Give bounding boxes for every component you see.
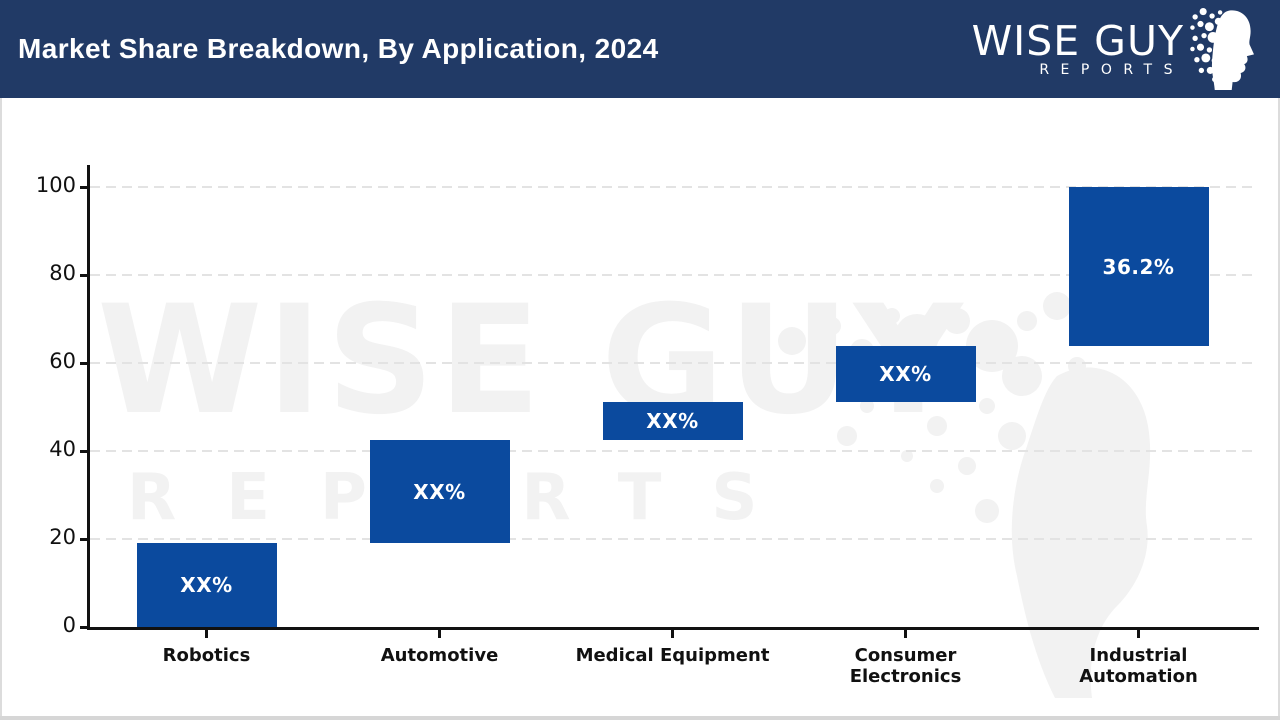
y-tick-mark — [80, 361, 90, 365]
y-tick-mark — [80, 273, 90, 277]
bar-value-label: XX% — [413, 479, 466, 504]
logo-head-icon — [1190, 7, 1254, 91]
logo-subtext: REPORTS — [1039, 61, 1184, 78]
x-category-label: Automotive — [380, 645, 499, 666]
grid-line — [90, 274, 1255, 276]
x-tick-mark — [671, 630, 674, 638]
bar-value-label: XX% — [180, 573, 233, 598]
waterfall-chart: 0 20 40 60 80 100 XX% Robotics XX% Automotive XX% M… — [2, 98, 1278, 716]
y-axis-line — [87, 165, 90, 630]
x-axis-line — [87, 627, 1259, 630]
y-tick-mark — [80, 537, 90, 541]
footer-strip — [0, 716, 1280, 720]
x-tick-mark — [205, 630, 208, 638]
grid-line — [90, 362, 1255, 364]
y-tick-label: 0 — [62, 613, 76, 637]
x-tick-mark — [904, 630, 907, 638]
x-category-label: Industrial Automation — [1079, 645, 1198, 687]
header: Market Share Breakdown, By Application, … — [0, 0, 1280, 98]
y-tick-label: 40 — [49, 437, 76, 461]
bar: XX% — [369, 440, 510, 544]
bar: XX% — [602, 401, 743, 441]
y-tick-mark — [80, 185, 90, 189]
y-tick-label: 20 — [49, 525, 76, 549]
y-tick-mark — [80, 625, 90, 629]
grid-line — [90, 538, 1255, 540]
x-category-label: Robotics — [162, 645, 251, 666]
x-tick-mark — [1137, 630, 1140, 638]
x-tick-mark — [438, 630, 441, 638]
logo-text: WISE GUY REPORTS — [971, 16, 1184, 78]
y-tick-label: 60 — [49, 349, 76, 373]
page-title: Market Share Breakdown, By Application, … — [18, 33, 659, 64]
bar: XX% — [136, 543, 277, 627]
x-category-label: Consumer Electronics — [849, 645, 962, 687]
grid-line — [90, 186, 1255, 188]
chart-area: WISE GUY REPORTS 020406080100XX%Robotics… — [0, 98, 1280, 716]
bar-value-label: XX% — [646, 409, 699, 434]
y-tick-label: 80 — [49, 261, 76, 285]
x-category-label: Medical Equipment — [575, 645, 770, 666]
logo-wordmark: WISE GUY — [971, 16, 1184, 65]
bar: XX% — [835, 346, 976, 402]
y-tick-mark — [80, 449, 90, 453]
wiseguy-logo: WISE GUY REPORTS — [972, 7, 1254, 91]
bar: 36.2% — [1068, 187, 1209, 347]
bar-value-label: XX% — [879, 361, 932, 386]
bar-value-label: 36.2% — [1102, 254, 1175, 279]
grid-line — [90, 450, 1255, 452]
y-tick-label: 100 — [35, 173, 76, 197]
